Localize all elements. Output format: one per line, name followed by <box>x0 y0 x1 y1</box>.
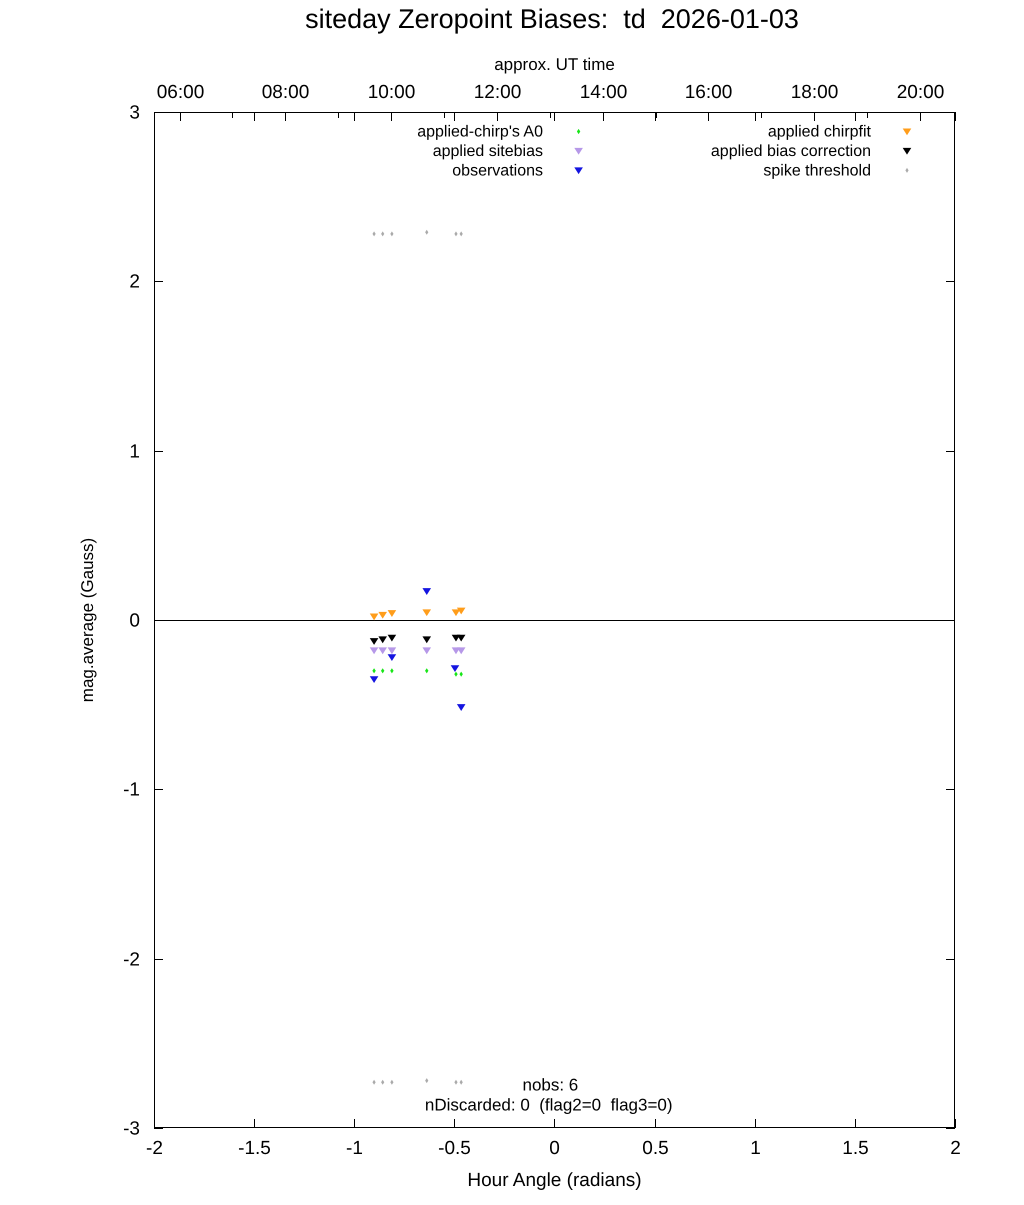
svg-text:12:00: 12:00 <box>474 82 522 103</box>
svg-text:-2: -2 <box>146 1138 163 1159</box>
svg-text:applied bias correction: applied bias correction <box>711 143 871 160</box>
svg-text:approx. UT time: approx. UT time <box>494 55 615 74</box>
svg-text:18:00: 18:00 <box>791 82 839 103</box>
svg-text:2: 2 <box>129 272 140 293</box>
svg-text:observations: observations <box>452 162 543 179</box>
svg-text:applied sitebias: applied sitebias <box>433 143 543 160</box>
svg-text:0: 0 <box>549 1138 560 1159</box>
svg-text:1: 1 <box>750 1138 761 1159</box>
svg-text:3: 3 <box>129 103 140 124</box>
svg-text:applied chirpfit: applied chirpfit <box>768 124 872 141</box>
svg-text:nobs: 6: nobs: 6 <box>523 1076 579 1095</box>
svg-text:08:00: 08:00 <box>262 82 310 103</box>
svg-text:Hour Angle (radians): Hour Angle (radians) <box>467 1170 641 1191</box>
svg-text:14:00: 14:00 <box>580 82 628 103</box>
svg-text:-2: -2 <box>123 950 140 971</box>
svg-text:0.5: 0.5 <box>642 1138 668 1159</box>
svg-text:applied-chirp's A0: applied-chirp's A0 <box>417 124 543 141</box>
svg-text:1: 1 <box>129 442 140 463</box>
svg-text:10:00: 10:00 <box>368 82 416 103</box>
svg-text:-0.5: -0.5 <box>438 1138 471 1159</box>
svg-text:0: 0 <box>129 611 140 632</box>
svg-text:-1: -1 <box>346 1138 363 1159</box>
svg-text:16:00: 16:00 <box>685 82 733 103</box>
svg-text:1.5: 1.5 <box>842 1138 868 1159</box>
svg-text:2: 2 <box>950 1138 961 1159</box>
svg-text:-3: -3 <box>123 1119 140 1140</box>
svg-text:-1.5: -1.5 <box>238 1138 271 1159</box>
svg-text:20:00: 20:00 <box>897 82 945 103</box>
svg-text:-1: -1 <box>123 780 140 801</box>
svg-text:spike threshold: spike threshold <box>763 162 871 179</box>
svg-text:siteday Zeropoint Biases: td: siteday Zeropoint Biases: td 2026-01-03 <box>305 4 799 34</box>
svg-text:nDiscarded: 0 (flag2=0 flag3: nDiscarded: 0 (flag2=0 flag3=0) <box>425 1096 673 1115</box>
svg-text:mag.average (Gauss): mag.average (Gauss) <box>78 538 97 702</box>
svg-text:06:00: 06:00 <box>157 82 205 103</box>
